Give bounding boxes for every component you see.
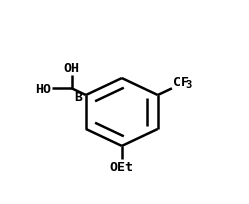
Text: B: B <box>74 90 82 103</box>
Text: HO: HO <box>35 82 52 95</box>
Text: 3: 3 <box>185 79 191 89</box>
Text: OH: OH <box>64 62 80 75</box>
Text: CF: CF <box>173 75 189 88</box>
Text: OEt: OEt <box>110 160 134 173</box>
